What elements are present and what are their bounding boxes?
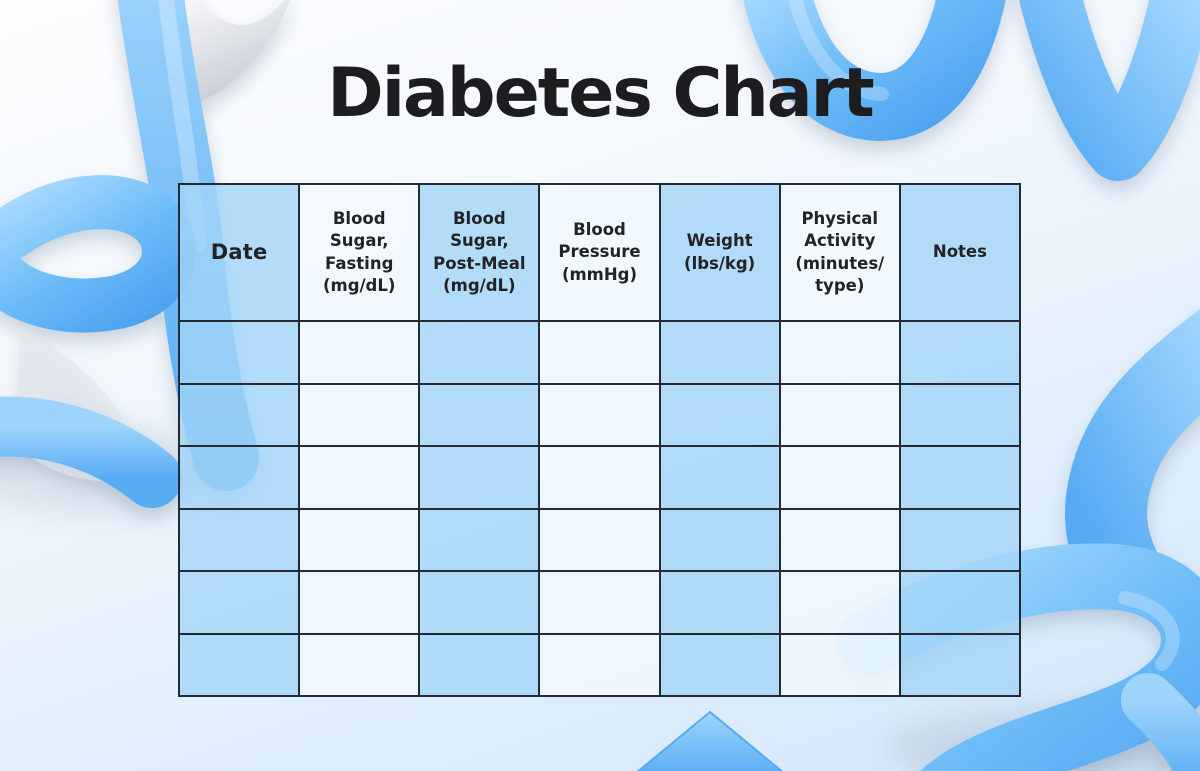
table-cell-r5-c6: [779, 571, 900, 634]
table-cell-r6-c1: [179, 633, 300, 696]
header-cell-weight: Weight (lbs/kg): [659, 184, 780, 321]
table-cell-r1-c7: [899, 321, 1020, 384]
table-cell-r2-c6: [779, 383, 900, 446]
triangle-bottom-center: [636, 710, 784, 771]
table-cell-r3-c7: [899, 446, 1020, 509]
table-cell-r4-c3: [419, 508, 540, 571]
table-cell-r3-c2: [299, 446, 420, 509]
table-cell-r2-c5: [659, 383, 780, 446]
diabetes-table: Date Blood Sugar, Fasting (mg/dL) Blood …: [178, 183, 1021, 697]
table-cell-r1-c1: [179, 321, 300, 384]
table-cell-r4-c6: [779, 508, 900, 571]
table-cell-r6-c4: [539, 633, 660, 696]
table-cell-r6-c6: [779, 633, 900, 696]
table-cell-r3-c6: [779, 446, 900, 509]
table-cell-r5-c7: [899, 571, 1020, 634]
table-cell-r1-c6: [779, 321, 900, 384]
table-cell-r3-c1: [179, 446, 300, 509]
table-cell-r4-c7: [899, 508, 1020, 571]
ribbon-top-right: [743, 0, 1200, 181]
header-cell-blood-sugar-fasting: Blood Sugar, Fasting (mg/dL): [299, 184, 420, 321]
table-cell-r6-c3: [419, 633, 540, 696]
header-cell-date: Date: [179, 184, 300, 321]
table-cell-r3-c5: [659, 446, 780, 509]
table-cell-r5-c1: [179, 571, 300, 634]
table-cell-r1-c3: [419, 321, 540, 384]
header-cell-blood-pressure: Blood Pressure (mmHg): [539, 184, 660, 321]
table-cell-r2-c2: [299, 383, 420, 446]
table-cell-r3-c3: [419, 446, 540, 509]
header-cell-physical-activity: Physical Activity (minutes/ type): [779, 184, 900, 321]
table-cell-r1-c2: [299, 321, 420, 384]
table-cell-r2-c1: [179, 383, 300, 446]
table-cell-r6-c5: [659, 633, 780, 696]
table-cell-r5-c2: [299, 571, 420, 634]
table-cell-r6-c2: [299, 633, 420, 696]
header-cell-notes: Notes: [899, 184, 1020, 321]
table-cell-r2-c7: [899, 383, 1020, 446]
table-cell-r1-c4: [539, 321, 660, 384]
table-cell-r5-c4: [539, 571, 660, 634]
table-cell-r1-c5: [659, 321, 780, 384]
header-cell-blood-sugar-post-meal: Blood Sugar, Post-Meal (mg/dL): [419, 184, 540, 321]
table-cell-r5-c5: [659, 571, 780, 634]
table-cell-r4-c2: [299, 508, 420, 571]
table-cell-r3-c4: [539, 446, 660, 509]
table-cell-r5-c3: [419, 571, 540, 634]
table-cell-r6-c7: [899, 633, 1020, 696]
page-title: Diabetes Chart: [327, 54, 874, 133]
table-cell-r4-c5: [659, 508, 780, 571]
table-cell-r2-c3: [419, 383, 540, 446]
table-cell-r4-c1: [179, 508, 300, 571]
table-cell-r2-c4: [539, 383, 660, 446]
table-cell-r4-c4: [539, 508, 660, 571]
